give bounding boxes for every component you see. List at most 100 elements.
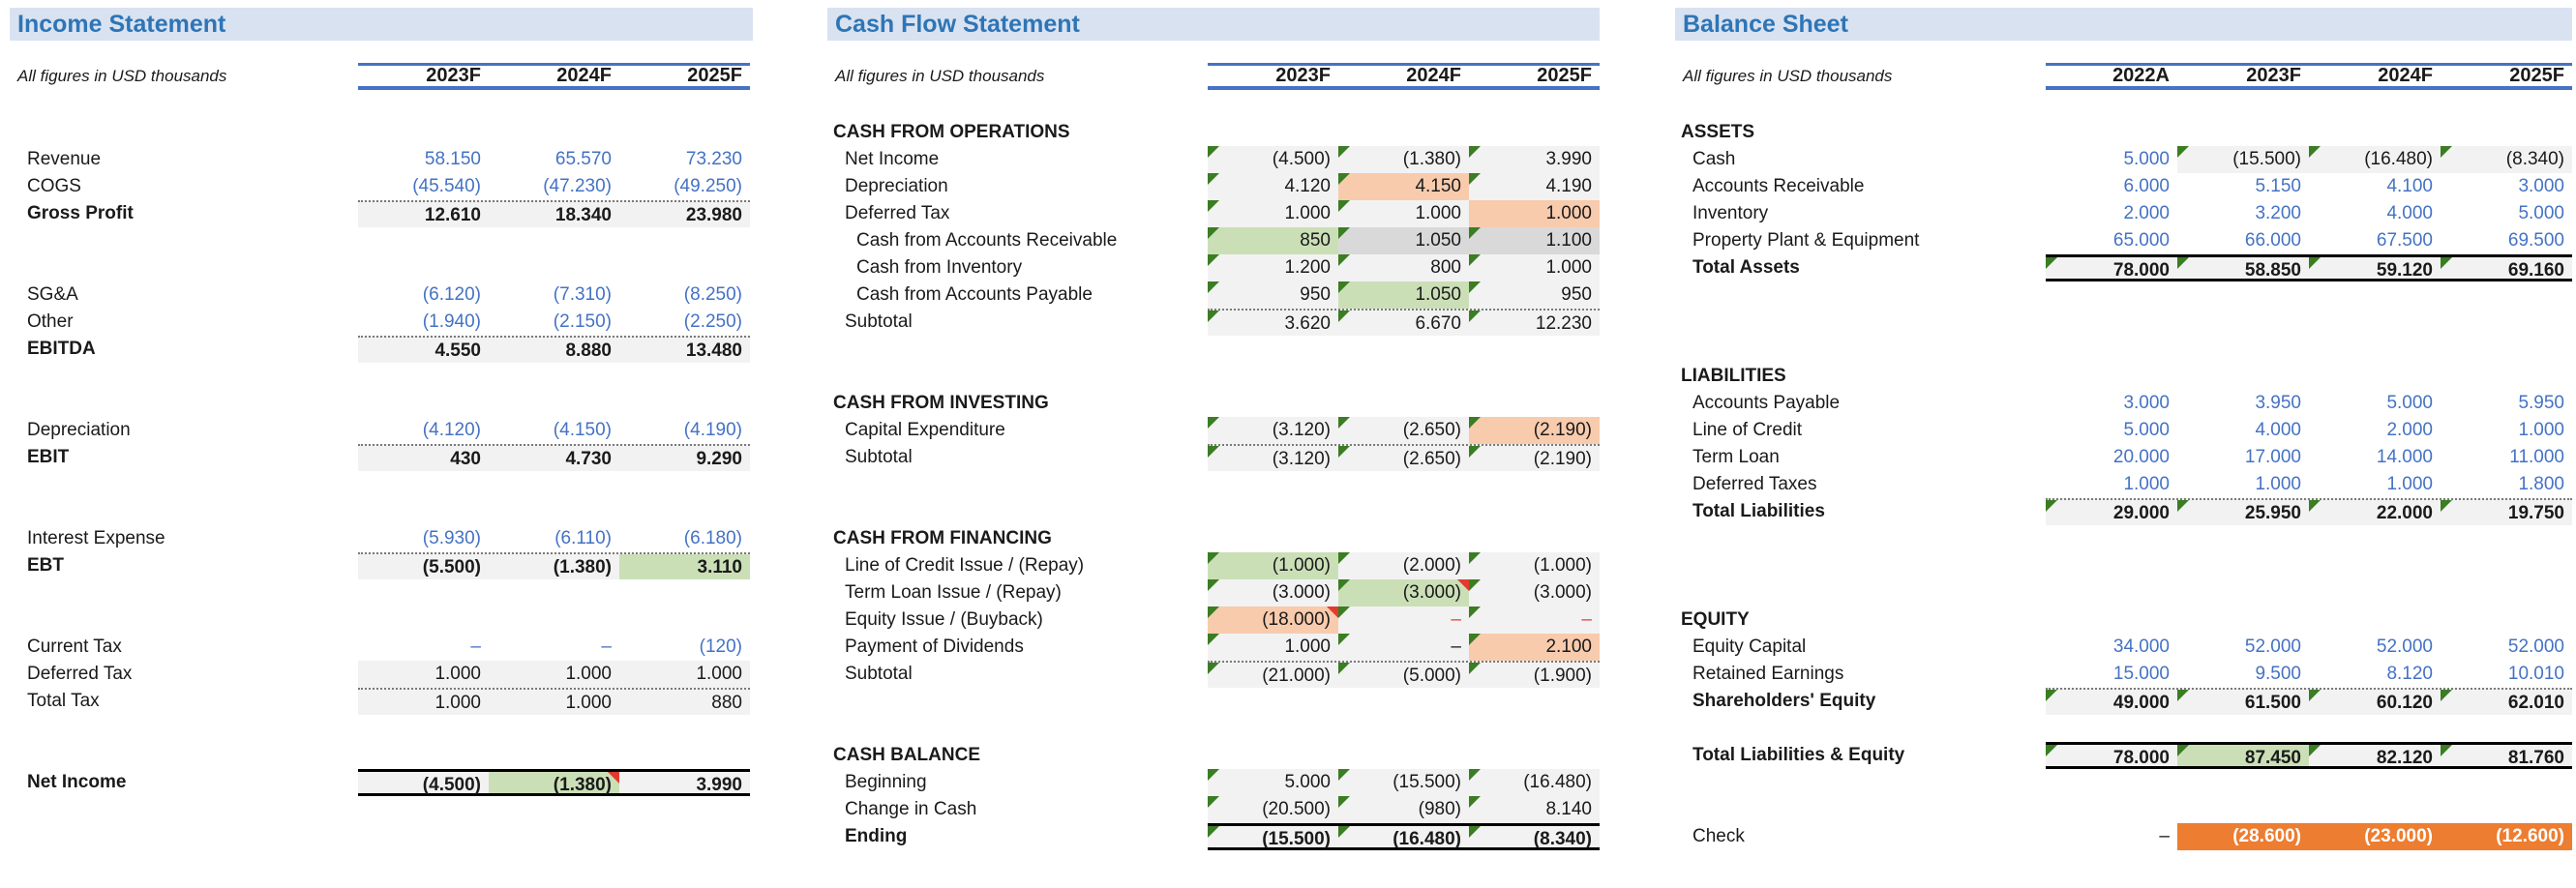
row-label[interactable]: CASH FROM OPERATIONS	[833, 122, 1070, 142]
value-cell[interactable]: 60.120	[2309, 690, 2441, 715]
column-header[interactable]: 2024F	[556, 65, 612, 86]
value-cell[interactable]: 4.150	[1338, 173, 1469, 200]
value-cell[interactable]: (3.000)	[1469, 579, 1600, 607]
value-cell[interactable]: –	[358, 634, 489, 661]
value-cell[interactable]: 3.200	[2177, 200, 2309, 227]
row-label[interactable]: Interest Expense	[27, 528, 165, 548]
row-label[interactable]: Total Tax	[27, 691, 100, 711]
row-label[interactable]: Subtotal	[845, 311, 913, 332]
value-cell[interactable]: 58.850	[2177, 257, 2309, 281]
value-cell[interactable]: (6.110)	[489, 525, 619, 552]
value-cell[interactable]: 4.730	[489, 446, 619, 471]
row-label[interactable]: Equity Capital	[1692, 636, 1807, 657]
row-label[interactable]: Cash from Inventory	[856, 257, 1023, 278]
value-cell[interactable]: 4.100	[2309, 173, 2441, 200]
value-cell[interactable]: (2.190)	[1469, 417, 1600, 444]
row-label[interactable]: Cash	[1692, 149, 1736, 169]
column-header[interactable]: 2024F	[2378, 65, 2433, 86]
value-cell[interactable]: 14.000	[2309, 444, 2441, 471]
value-cell[interactable]: 52.000	[2441, 634, 2572, 661]
value-cell[interactable]: 34.000	[2046, 634, 2177, 661]
value-cell[interactable]: 66.000	[2177, 227, 2309, 254]
value-cell[interactable]: (2.150)	[489, 309, 619, 336]
value-cell[interactable]: (7.310)	[489, 281, 619, 309]
value-cell[interactable]: 1.050	[1338, 227, 1469, 254]
value-cell[interactable]: 5.950	[2441, 390, 2572, 417]
row-label[interactable]: Ending	[845, 826, 908, 846]
row-label[interactable]: Change in Cash	[845, 799, 977, 819]
row-label[interactable]: Line of Credit	[1692, 420, 1803, 440]
value-cell[interactable]: 800	[1338, 254, 1469, 281]
value-cell[interactable]: 850	[1208, 227, 1338, 254]
value-cell[interactable]: 82.120	[2309, 745, 2441, 768]
row-label[interactable]: Total Liabilities	[1692, 501, 1825, 521]
value-cell[interactable]: (1.380)	[1338, 146, 1469, 173]
column-header[interactable]: 2025F	[1537, 65, 1592, 86]
row-label[interactable]: Depreciation	[845, 176, 948, 196]
column-header[interactable]: 2025F	[687, 65, 742, 86]
value-cell[interactable]: 1.000	[1208, 200, 1338, 227]
value-cell[interactable]: (3.120)	[1208, 417, 1338, 444]
value-cell[interactable]: 1.050	[1338, 281, 1469, 309]
row-label[interactable]: EBIT	[27, 447, 70, 467]
value-cell[interactable]: –	[1469, 607, 1600, 634]
value-cell[interactable]: 3.000	[2441, 173, 2572, 200]
value-cell[interactable]: (47.230)	[489, 173, 619, 200]
value-cell[interactable]: 62.010	[2441, 690, 2572, 715]
row-label[interactable]: Check	[1692, 826, 1745, 846]
value-cell[interactable]: 3.950	[2177, 390, 2309, 417]
value-cell[interactable]: 5.000	[2441, 200, 2572, 227]
value-cell[interactable]: 19.750	[2441, 500, 2572, 525]
value-cell[interactable]: (15.500)	[1338, 769, 1469, 796]
value-cell[interactable]: (120)	[619, 634, 750, 661]
value-cell[interactable]: (49.250)	[619, 173, 750, 200]
row-label[interactable]: EBITDA	[27, 339, 96, 359]
value-cell[interactable]: (2.250)	[619, 309, 750, 336]
value-cell[interactable]: 20.000	[2046, 444, 2177, 471]
value-cell[interactable]: 5.000	[2309, 390, 2441, 417]
row-label[interactable]: Line of Credit Issue / (Repay)	[845, 555, 1085, 576]
value-cell[interactable]: –	[2046, 823, 2177, 850]
row-label[interactable]: Accounts Payable	[1692, 393, 1841, 413]
value-cell[interactable]: 880	[619, 690, 750, 715]
row-label[interactable]: COGS	[27, 176, 81, 196]
value-cell[interactable]: (5.000)	[1338, 663, 1469, 688]
row-label[interactable]: Subtotal	[845, 664, 913, 684]
row-label[interactable]: Cash from Accounts Payable	[856, 284, 1093, 305]
value-cell[interactable]: (1.940)	[358, 309, 489, 336]
value-cell[interactable]: (5.500)	[358, 554, 489, 579]
value-cell[interactable]: 81.760	[2441, 745, 2572, 768]
value-cell[interactable]: 3.990	[619, 772, 750, 795]
value-cell[interactable]: 1.000	[489, 690, 619, 715]
row-label[interactable]: Inventory	[1692, 203, 1769, 223]
row-label[interactable]: Equity Issue / (Buyback)	[845, 609, 1043, 630]
value-cell[interactable]: (980)	[1338, 796, 1469, 823]
value-cell[interactable]: 69.500	[2441, 227, 2572, 254]
value-cell[interactable]: (3.000)	[1338, 579, 1469, 607]
value-cell[interactable]: 9.500	[2177, 661, 2309, 688]
row-label[interactable]: Revenue	[27, 149, 102, 169]
row-label[interactable]: Term Loan	[1692, 447, 1780, 467]
value-cell[interactable]: 87.450	[2177, 745, 2309, 768]
value-cell[interactable]: 1.000	[2309, 471, 2441, 498]
value-cell[interactable]: (12.600)	[2441, 823, 2572, 850]
row-label[interactable]: CASH FROM FINANCING	[833, 528, 1052, 548]
value-cell[interactable]: 1.000	[2441, 417, 2572, 444]
value-cell[interactable]: 950	[1469, 281, 1600, 309]
value-cell[interactable]: 10.010	[2441, 661, 2572, 688]
value-cell[interactable]: 2.000	[2046, 200, 2177, 227]
row-label[interactable]: Shareholders' Equity	[1692, 691, 1876, 711]
value-cell[interactable]: 11.000	[2441, 444, 2572, 471]
value-cell[interactable]: (4.500)	[358, 772, 489, 795]
row-label[interactable]: Term Loan Issue / (Repay)	[845, 582, 1062, 603]
value-cell[interactable]: 18.340	[489, 202, 619, 227]
row-label[interactable]: CASH FROM INVESTING	[833, 393, 1049, 413]
value-cell[interactable]: 65.000	[2046, 227, 2177, 254]
value-cell[interactable]: 4.000	[2309, 200, 2441, 227]
row-label[interactable]: CASH BALANCE	[833, 745, 980, 765]
column-header[interactable]: 2023F	[1275, 65, 1331, 86]
value-cell[interactable]: (5.930)	[358, 525, 489, 552]
value-cell[interactable]: 73.230	[619, 146, 750, 173]
row-label[interactable]: Total Assets	[1692, 257, 1800, 278]
value-cell[interactable]: 15.000	[2046, 661, 2177, 688]
